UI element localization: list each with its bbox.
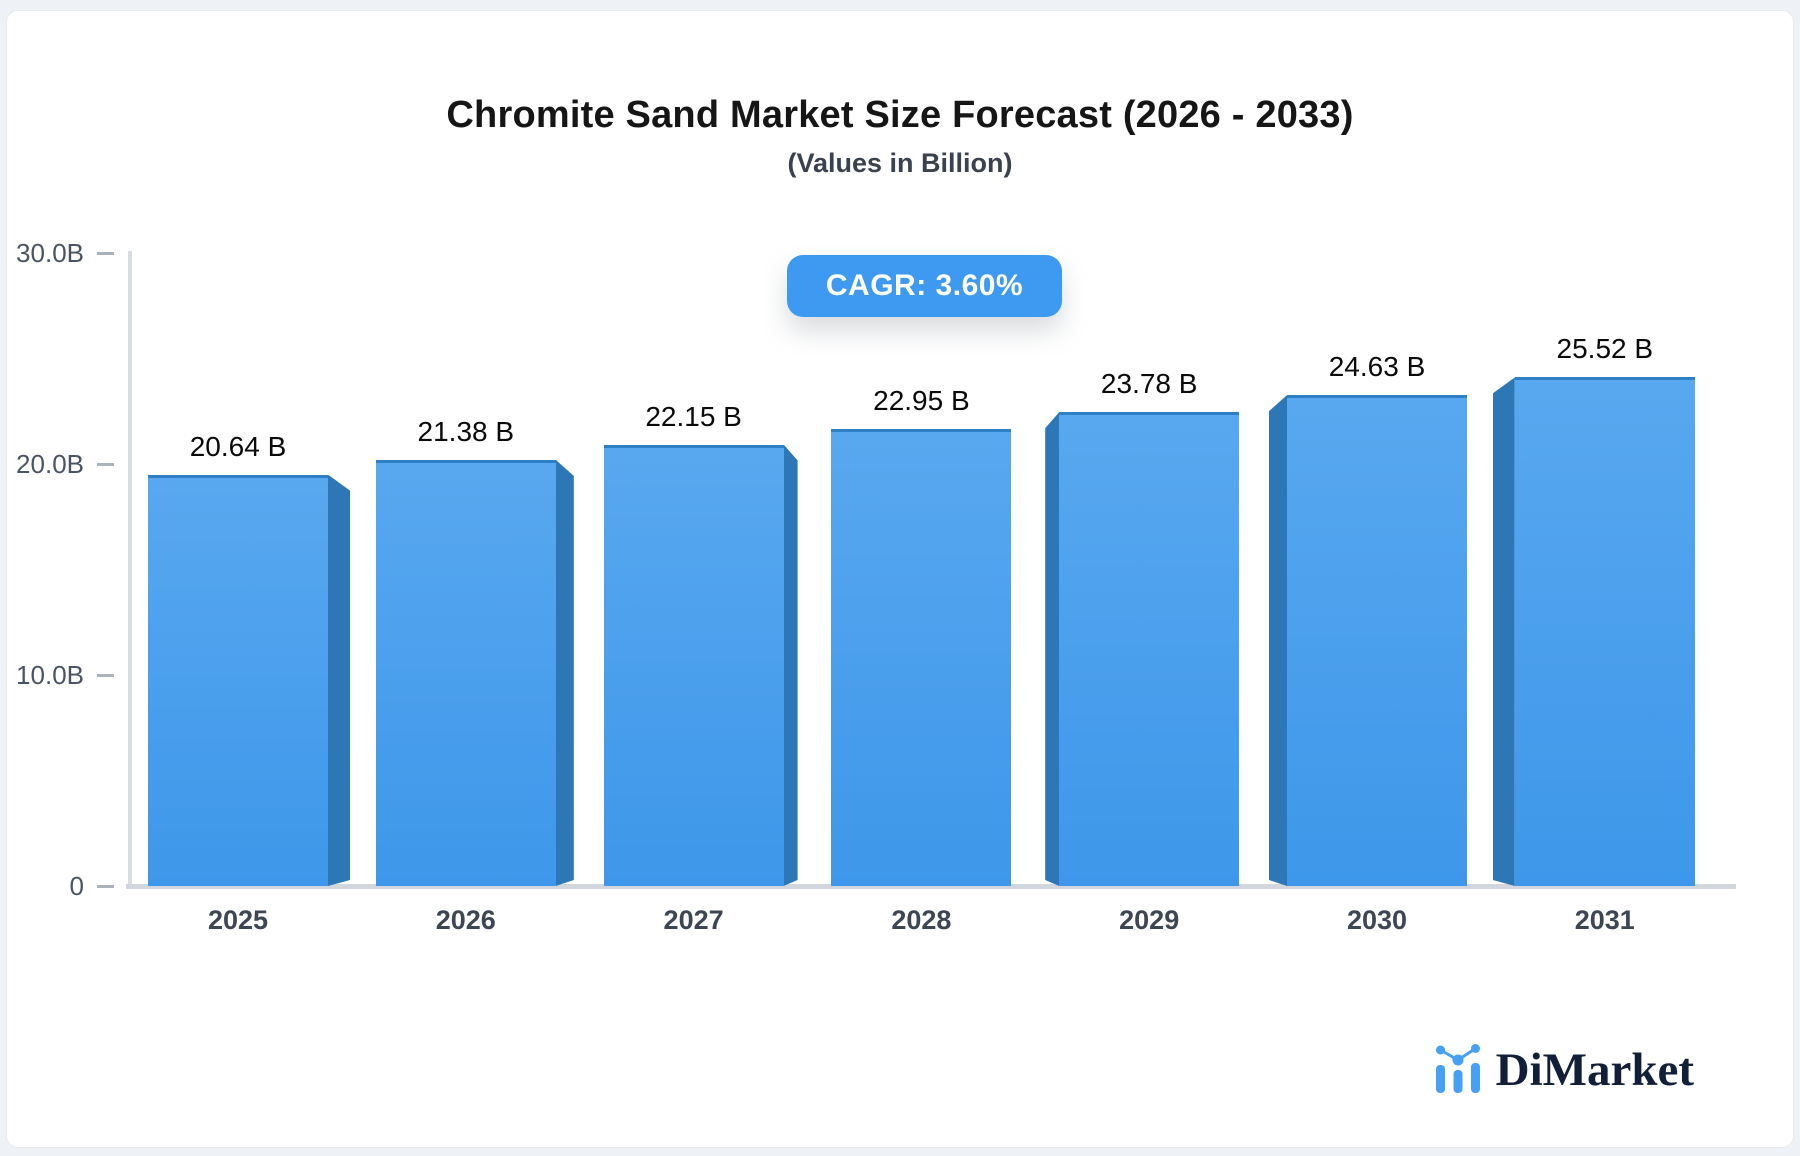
bar-value-label: 25.52 B	[1556, 333, 1654, 365]
bar-side-face	[1269, 395, 1287, 886]
x-axis-label: 2031	[1574, 905, 1635, 935]
x-axis-label: 2029	[1119, 905, 1180, 935]
y-axis-tick-label: 10.0B	[16, 660, 84, 690]
bar-value-label: 21.38 B	[417, 415, 515, 447]
bar-value-label: 22.95 B	[873, 384, 970, 416]
y-axis-tick	[97, 884, 114, 888]
bar-side-face	[1493, 377, 1515, 886]
bar	[1514, 377, 1695, 886]
bar	[375, 459, 556, 886]
bar	[831, 428, 1012, 886]
x-axis-label: 2030	[1346, 905, 1408, 935]
x-axis-label: 2027	[663, 905, 724, 935]
bar-value-label: 23.78 B	[1100, 368, 1198, 400]
chart-subtitle: (Values in Billion)	[787, 148, 1013, 178]
bar-side-face	[328, 475, 350, 886]
x-axis-line	[126, 884, 1736, 889]
y-axis-tick-label: 20.0B	[16, 449, 84, 479]
mini-bar-chart-icon	[1435, 1044, 1480, 1093]
chart-title: Chromite Sand Market Size Forecast (2026…	[446, 94, 1354, 136]
bar	[1059, 412, 1240, 886]
brand-name: DiMarket	[1495, 1044, 1694, 1096]
y-axis-tick	[97, 673, 114, 677]
brand-logo: DiMarket	[1434, 1040, 1694, 1100]
bar	[148, 474, 328, 886]
bar	[603, 444, 784, 886]
y-axis-tick-label: 30.0B	[16, 238, 84, 268]
x-axis-label: 2026	[435, 905, 496, 935]
bar-side-face	[1045, 412, 1059, 886]
bar	[1287, 395, 1467, 886]
x-axis-label: 2028	[891, 905, 952, 935]
bar-side-face	[556, 460, 574, 886]
y-axis-tick	[97, 251, 114, 255]
bar-side-face	[784, 445, 798, 886]
y-axis-tick-label: 0	[69, 871, 84, 901]
x-axis-label: 2025	[207, 905, 269, 935]
bar-value-label: 20.64 B	[189, 430, 287, 462]
cagr-badge: CAGR: 3.60%	[787, 255, 1062, 317]
y-axis-line	[128, 251, 132, 886]
bar-value-label: 22.15 B	[645, 400, 742, 432]
y-axis-tick	[97, 462, 114, 466]
bar-value-label: 24.63 B	[1328, 351, 1426, 383]
